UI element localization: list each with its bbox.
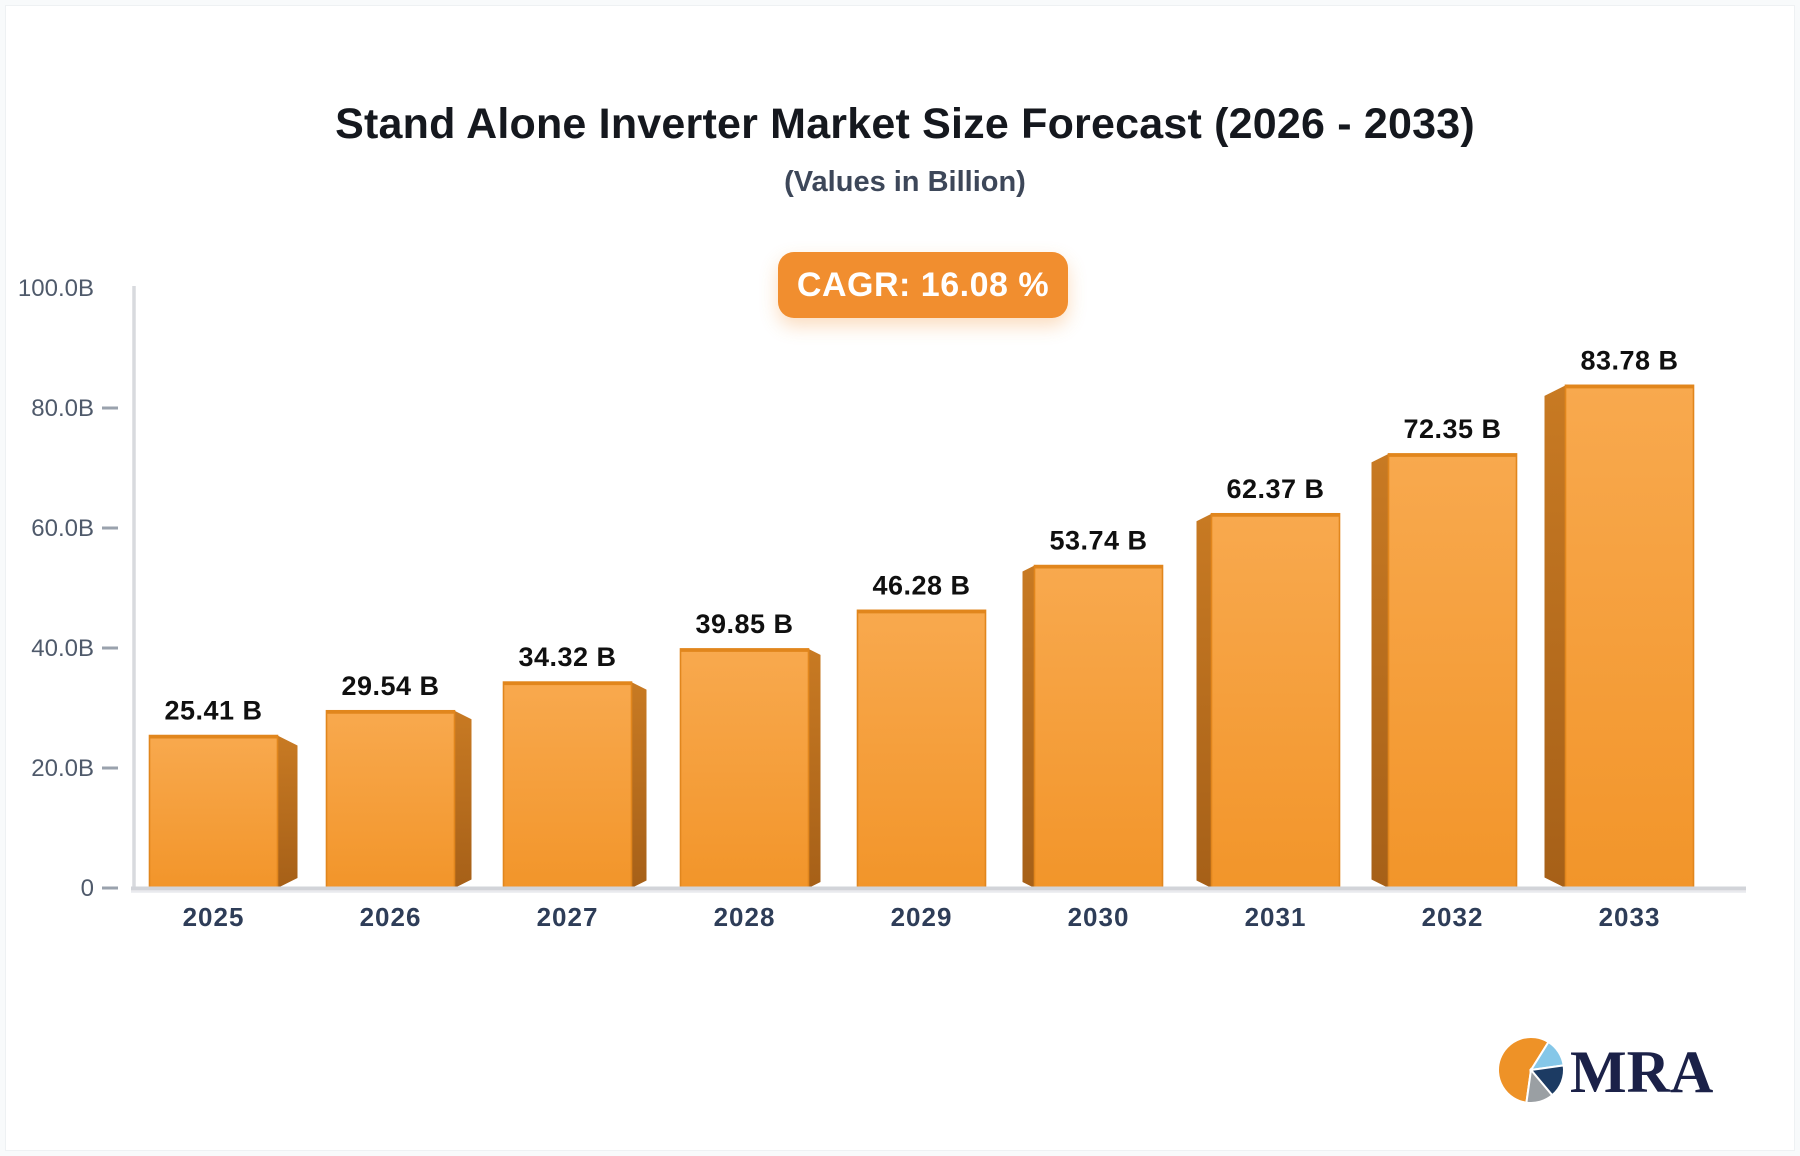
bar-value-label: 62.37 B — [1226, 474, 1324, 504]
bar-side-face — [631, 682, 647, 888]
y-axis-label: 40.0B — [31, 635, 94, 662]
x-axis-label: 2028 — [714, 902, 776, 932]
x-axis-label: 2026 — [360, 902, 422, 932]
bar-front-face — [856, 609, 987, 889]
bar-value-label: 29.54 B — [341, 671, 439, 701]
y-axis-label: 20.0B — [31, 755, 94, 782]
bar-2027: 34.32 B 2027 — [502, 642, 647, 932]
bar-front-face — [502, 681, 633, 889]
pie-slice-gray — [1525, 1067, 1554, 1104]
x-axis-label: 2025 — [183, 902, 245, 932]
x-axis-label: 2031 — [1245, 902, 1307, 932]
bar-value-label: 83.78 B — [1580, 345, 1678, 375]
y-axis-label: 0 — [81, 875, 94, 902]
bar-side-face — [454, 710, 472, 888]
bar-2032: 72.35 B 2032 — [1371, 414, 1518, 932]
bar-side-face — [1196, 513, 1212, 888]
x-axis-label: 2030 — [1068, 902, 1130, 932]
y-axis-label: 80.0B — [31, 395, 94, 422]
y-axis-label: 100.0B — [18, 275, 94, 302]
bar-2031: 62.37 B 2031 — [1196, 474, 1341, 932]
bar-side-face — [277, 735, 298, 888]
page-subtitle: (Values in Billion) — [784, 166, 1026, 198]
pie-slice-orange — [1497, 1036, 1550, 1104]
x-axis-label: 2032 — [1422, 902, 1484, 932]
bar-2026: 29.54 B 2026 — [325, 671, 472, 932]
bar-value-label: 25.41 B — [164, 696, 262, 726]
x-axis-label: 2033 — [1599, 902, 1661, 932]
bar-2029: 46.28 B 2029 — [856, 570, 987, 932]
bar-2025: 25.41 B 2025 — [148, 696, 298, 932]
bar-front-face — [679, 648, 810, 889]
bar-side-face — [1371, 453, 1389, 888]
x-axis-label: 2027 — [537, 902, 599, 932]
mra-logo: MRA — [1497, 1036, 1713, 1105]
bar-front-face — [325, 709, 456, 889]
bar-2030: 53.74 B 2030 — [1022, 526, 1164, 932]
pie-chart-icon — [1497, 1036, 1565, 1104]
bar-2033: 83.78 B 2033 — [1544, 345, 1695, 932]
bar-side-face — [808, 648, 821, 888]
bar-side-face — [1022, 565, 1035, 888]
bar-front-face — [1033, 564, 1164, 889]
bar-front-face — [1387, 453, 1518, 889]
bar-value-label: 72.35 B — [1403, 414, 1501, 444]
bar-value-label: 39.85 B — [695, 609, 793, 639]
y-axis-label: 60.0B — [31, 515, 94, 542]
logo-text: MRA — [1570, 1039, 1713, 1105]
bar-front-face — [148, 734, 279, 889]
bar-front-face — [1564, 384, 1695, 889]
bar-2028: 39.85 B 2028 — [679, 609, 821, 932]
bar-value-label: 53.74 B — [1049, 526, 1147, 556]
bar-value-label: 34.32 B — [518, 642, 616, 672]
page-title: Stand Alone Inverter Market Size Forecas… — [335, 100, 1475, 148]
x-axis-label: 2029 — [891, 902, 953, 932]
cagr-badge: CAGR: 16.08 % — [778, 252, 1068, 318]
bar-value-label: 46.28 B — [872, 570, 970, 600]
bar-side-face — [1544, 385, 1566, 888]
bar-front-face — [1210, 512, 1341, 889]
